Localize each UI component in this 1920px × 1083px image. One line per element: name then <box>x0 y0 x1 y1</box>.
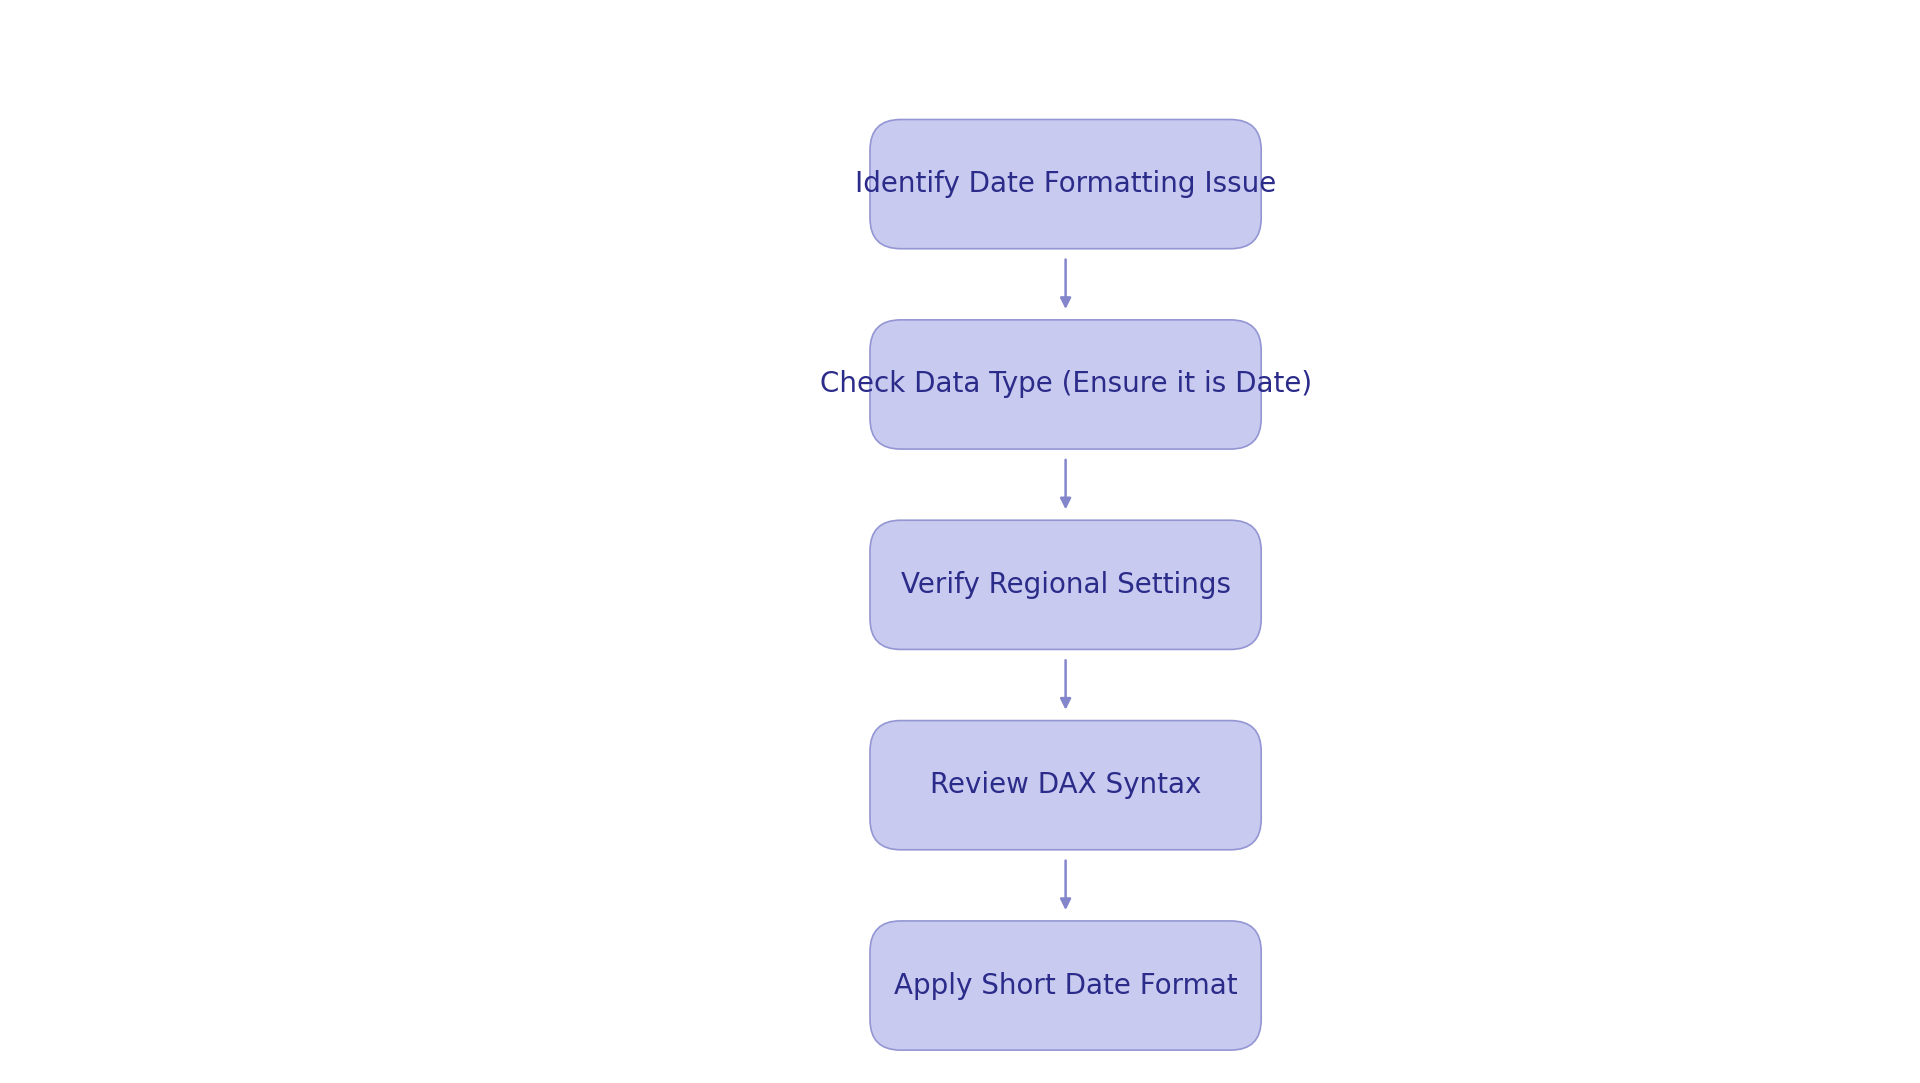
FancyBboxPatch shape <box>870 921 1261 1051</box>
FancyBboxPatch shape <box>870 720 1261 850</box>
FancyBboxPatch shape <box>870 119 1261 249</box>
Text: Check Data Type (Ensure it is Date): Check Data Type (Ensure it is Date) <box>820 370 1311 399</box>
Text: Verify Regional Settings: Verify Regional Settings <box>900 571 1231 599</box>
Text: Identify Date Formatting Issue: Identify Date Formatting Issue <box>854 170 1277 198</box>
FancyBboxPatch shape <box>870 520 1261 650</box>
Text: Apply Short Date Format: Apply Short Date Format <box>895 971 1236 1000</box>
FancyBboxPatch shape <box>870 319 1261 449</box>
Text: Review DAX Syntax: Review DAX Syntax <box>929 771 1202 799</box>
